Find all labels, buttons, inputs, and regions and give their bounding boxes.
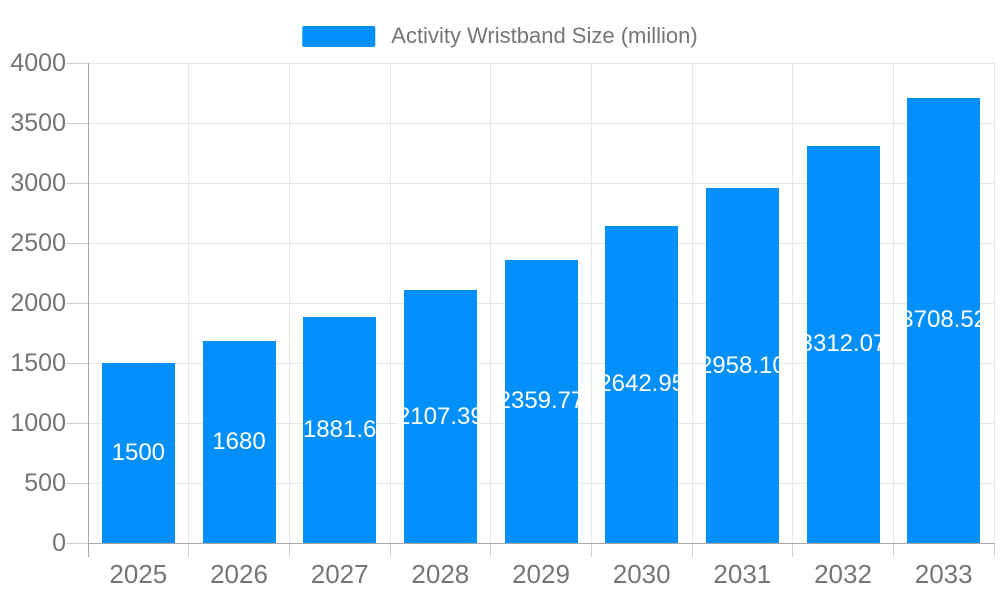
- y-axis-line: [87, 63, 89, 557]
- y-axis-tick: [66, 122, 88, 124]
- y-axis-tick-label: 3000: [10, 169, 66, 197]
- x-gridline: [993, 63, 995, 543]
- bar-2025[interactable]: [101, 363, 175, 543]
- bar-2028[interactable]: [403, 290, 477, 543]
- y-axis-tick-label: 2000: [10, 289, 66, 317]
- bar-2030[interactable]: [605, 225, 679, 543]
- y-axis-tick-label: 0: [52, 529, 66, 557]
- x-axis-tick: [792, 543, 794, 557]
- x-gridline: [188, 63, 190, 543]
- x-axis-category-label: 2027: [310, 559, 369, 589]
- x-axis-category-label: 2030: [612, 559, 671, 589]
- y-axis-tick: [66, 242, 88, 244]
- y-gridline: [88, 242, 994, 244]
- bar-2029[interactable]: [504, 259, 578, 543]
- x-axis-tick: [389, 543, 391, 557]
- x-axis-category-label: 2029: [512, 559, 570, 589]
- y-axis-tick-label: 1000: [10, 409, 66, 437]
- bar-2026[interactable]: [202, 341, 276, 543]
- bar-2032[interactable]: [806, 145, 880, 543]
- bar-2027[interactable]: [303, 317, 377, 543]
- y-axis-tick: [66, 62, 88, 64]
- y-axis-tick-label: 500: [24, 469, 66, 497]
- y-axis-tick: [66, 542, 88, 544]
- x-axis-tick: [892, 543, 894, 557]
- legend-swatch: [302, 25, 376, 47]
- y-axis-tick-label: 1500: [10, 349, 66, 377]
- bar-2031[interactable]: [705, 188, 779, 543]
- y-axis-tick: [66, 362, 88, 364]
- x-axis-tick: [590, 543, 592, 557]
- legend-label: Activity Wristband Size (million): [391, 23, 698, 48]
- y-gridline: [88, 62, 994, 64]
- x-gridline: [288, 63, 290, 543]
- x-axis-category-label: 2033: [914, 559, 973, 589]
- x-axis-category-label: 2032: [814, 559, 872, 589]
- x-axis-category-label: 2026: [210, 559, 268, 589]
- y-axis-tick: [66, 182, 88, 184]
- y-axis-tick: [66, 422, 88, 424]
- x-axis-tick: [993, 543, 995, 557]
- x-axis-tick: [188, 543, 190, 557]
- x-axis-tick: [691, 543, 693, 557]
- x-axis-category-label: 2031: [713, 559, 772, 589]
- x-gridline: [691, 63, 693, 543]
- y-axis-tick-label: 2500: [10, 229, 66, 257]
- legend-item[interactable]: Activity Wristband Size (million): [302, 23, 698, 49]
- y-axis-tick: [66, 482, 88, 484]
- x-axis-tick: [288, 543, 290, 557]
- bar-2033[interactable]: [907, 97, 981, 543]
- x-gridline: [490, 63, 492, 543]
- y-axis-tick-label: 4000: [10, 49, 66, 77]
- x-axis-tick: [490, 543, 492, 557]
- x-axis-category-label: 2025: [109, 559, 168, 589]
- x-axis-line: [88, 542, 994, 544]
- x-gridline: [590, 63, 592, 543]
- x-gridline: [389, 63, 391, 543]
- y-axis-tick: [66, 302, 88, 304]
- y-axis-tick-label: 3500: [10, 109, 66, 137]
- x-axis-category-label: 2028: [411, 559, 470, 589]
- x-gridline: [892, 63, 894, 543]
- y-gridline: [88, 182, 994, 184]
- x-gridline: [792, 63, 794, 543]
- y-gridline: [88, 122, 994, 124]
